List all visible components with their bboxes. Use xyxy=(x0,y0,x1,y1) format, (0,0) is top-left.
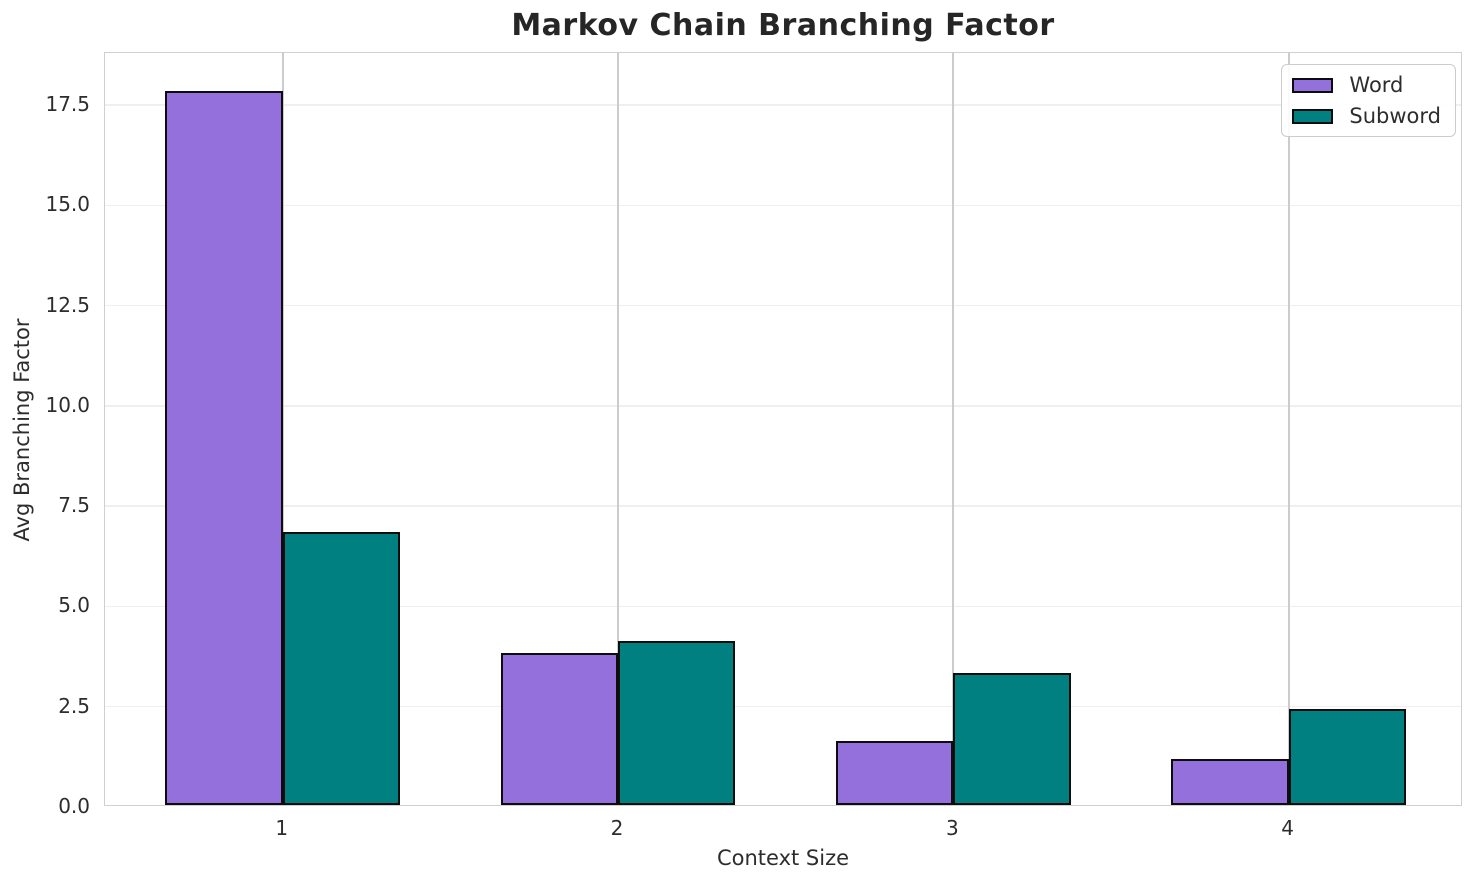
gridline-horizontal xyxy=(105,505,1461,507)
bar-word-4 xyxy=(1171,758,1289,805)
plot-canvas xyxy=(105,53,1461,805)
legend: Word Subword xyxy=(1281,64,1456,137)
x-axis-label: Context Size xyxy=(716,846,850,870)
bar-subword-4 xyxy=(1288,708,1406,805)
bar-word-3 xyxy=(835,740,954,805)
gridline-vertical xyxy=(1287,53,1290,805)
y-tick-label: 12.5 xyxy=(45,292,90,317)
gridline-horizontal xyxy=(105,605,1461,608)
y-tick-label: 5.0 xyxy=(58,593,90,618)
bar-subword-2 xyxy=(618,640,736,805)
bar-word-1 xyxy=(165,91,283,805)
gridline-vertical xyxy=(617,53,619,805)
gridline-horizontal xyxy=(105,405,1461,407)
gridline-horizontal xyxy=(105,304,1461,307)
y-tick-label: 15.0 xyxy=(45,192,90,217)
x-tick-label: 2 xyxy=(610,816,624,840)
x-tick-label: 3 xyxy=(945,816,959,840)
legend-label: Word xyxy=(1349,73,1404,97)
gridline-vertical xyxy=(952,53,955,805)
y-tick-label: 0.0 xyxy=(58,794,90,818)
x-tick-label: 1 xyxy=(275,816,289,840)
y-tick-label: 2.5 xyxy=(58,693,90,718)
gridline-horizontal xyxy=(105,104,1461,106)
y-tick-label: 10.0 xyxy=(45,392,90,417)
legend-entry-subword: Subword xyxy=(1292,104,1441,128)
gridline-horizontal xyxy=(105,705,1461,708)
bar-word-2 xyxy=(500,652,618,805)
chart-title: Markov Chain Branching Factor xyxy=(511,8,1055,43)
legend-swatch-icon xyxy=(1292,77,1334,93)
bar-subword-1 xyxy=(282,532,401,805)
y-tick-label: 17.5 xyxy=(45,92,90,117)
y-tick-label: 7.5 xyxy=(58,493,90,518)
y-axis-label: Avg Branching Factor xyxy=(10,318,34,542)
legend-swatch-icon xyxy=(1292,108,1334,124)
legend-entry-word: Word xyxy=(1292,73,1441,97)
gridline-vertical xyxy=(281,53,284,805)
bar-subword-3 xyxy=(953,672,1071,805)
plot-area: Word Subword xyxy=(104,52,1462,806)
gridline-horizontal xyxy=(105,204,1461,207)
legend-label: Subword xyxy=(1349,104,1441,128)
x-tick-label: 4 xyxy=(1281,816,1294,840)
